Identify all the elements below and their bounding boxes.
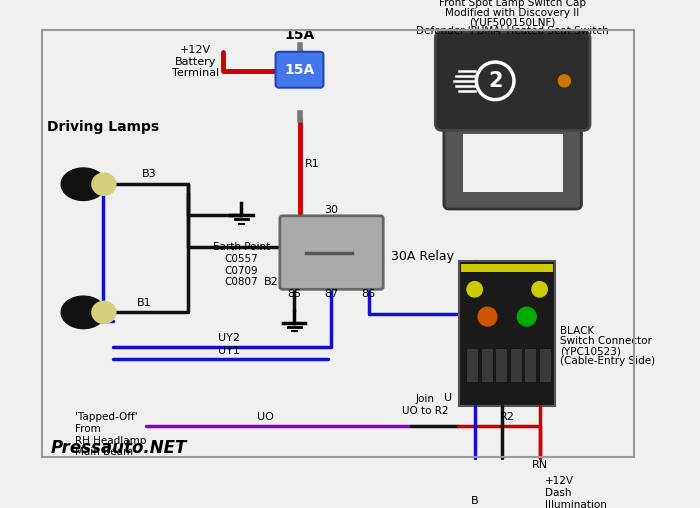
Text: 86: 86 [362, 289, 376, 299]
Bar [466, 348, 478, 383]
Text: Driving Lamps: Driving Lamps [48, 120, 160, 134]
Bar [495, 348, 507, 383]
Text: 15A: 15A [284, 63, 314, 77]
Text: 85: 85 [287, 289, 302, 299]
Bar [524, 348, 536, 383]
Bar [461, 264, 553, 272]
Text: R1: R1 [304, 159, 319, 169]
Text: 2: 2 [488, 71, 503, 91]
Text: 15A: 15A [284, 27, 314, 42]
Circle shape [559, 75, 570, 87]
Text: +12V
Dash
Illumination: +12V Dash Illumination [545, 477, 607, 508]
Circle shape [478, 307, 497, 326]
Text: Earth Point
C0557
C0709
C0807: Earth Point C0557 C0709 C0807 [213, 242, 270, 287]
Text: BLACK: BLACK [560, 326, 594, 336]
Ellipse shape [92, 173, 116, 196]
Text: B2: B2 [263, 277, 278, 287]
FancyBboxPatch shape [276, 52, 323, 88]
Text: B: B [471, 496, 479, 506]
Text: UY2: UY2 [218, 333, 240, 343]
Ellipse shape [61, 168, 106, 201]
Circle shape [517, 307, 536, 326]
Text: RN: RN [531, 460, 547, 470]
Ellipse shape [61, 296, 106, 329]
Bar [463, 134, 563, 192]
Text: UY1: UY1 [218, 346, 240, 356]
Text: 87: 87 [324, 289, 338, 299]
FancyBboxPatch shape [280, 216, 383, 289]
FancyBboxPatch shape [435, 31, 590, 131]
Text: B3: B3 [141, 169, 156, 179]
Text: UO: UO [257, 412, 274, 422]
Bar [481, 348, 493, 383]
Bar [510, 348, 522, 383]
Text: 30: 30 [324, 205, 338, 215]
Text: (Cable-Entry Side): (Cable-Entry Side) [560, 357, 655, 366]
Text: Switch Connector: Switch Connector [560, 336, 652, 346]
Text: B1: B1 [137, 298, 152, 307]
Text: Pressauto.NET: Pressauto.NET [51, 439, 188, 457]
Bar [459, 261, 555, 406]
Text: Modified with Discovery II: Modified with Discovery II [445, 8, 580, 18]
Text: Join
UO to R2: Join UO to R2 [402, 394, 449, 416]
Ellipse shape [92, 301, 116, 324]
Text: (YPC10523): (YPC10523) [560, 346, 621, 356]
Text: 30A Relay: 30A Relay [391, 250, 454, 263]
Text: R2: R2 [500, 412, 514, 422]
Bar [539, 348, 551, 383]
Text: Defender 'PUMA' Heated Seat Switch: Defender 'PUMA' Heated Seat Switch [416, 26, 608, 37]
Text: Front Spot Lamp Switch Cap: Front Spot Lamp Switch Cap [439, 0, 586, 8]
Text: (YUF500150LNF): (YUF500150LNF) [469, 17, 555, 27]
Text: U: U [444, 393, 452, 403]
Circle shape [532, 281, 547, 297]
Text: 'Tapped-Off'
From
RH Headlamp
Main Beam: 'Tapped-Off' From RH Headlamp Main Beam [75, 412, 146, 457]
Text: +12V
Battery
Terminal: +12V Battery Terminal [172, 45, 219, 78]
Circle shape [467, 281, 482, 297]
FancyBboxPatch shape [444, 122, 582, 209]
